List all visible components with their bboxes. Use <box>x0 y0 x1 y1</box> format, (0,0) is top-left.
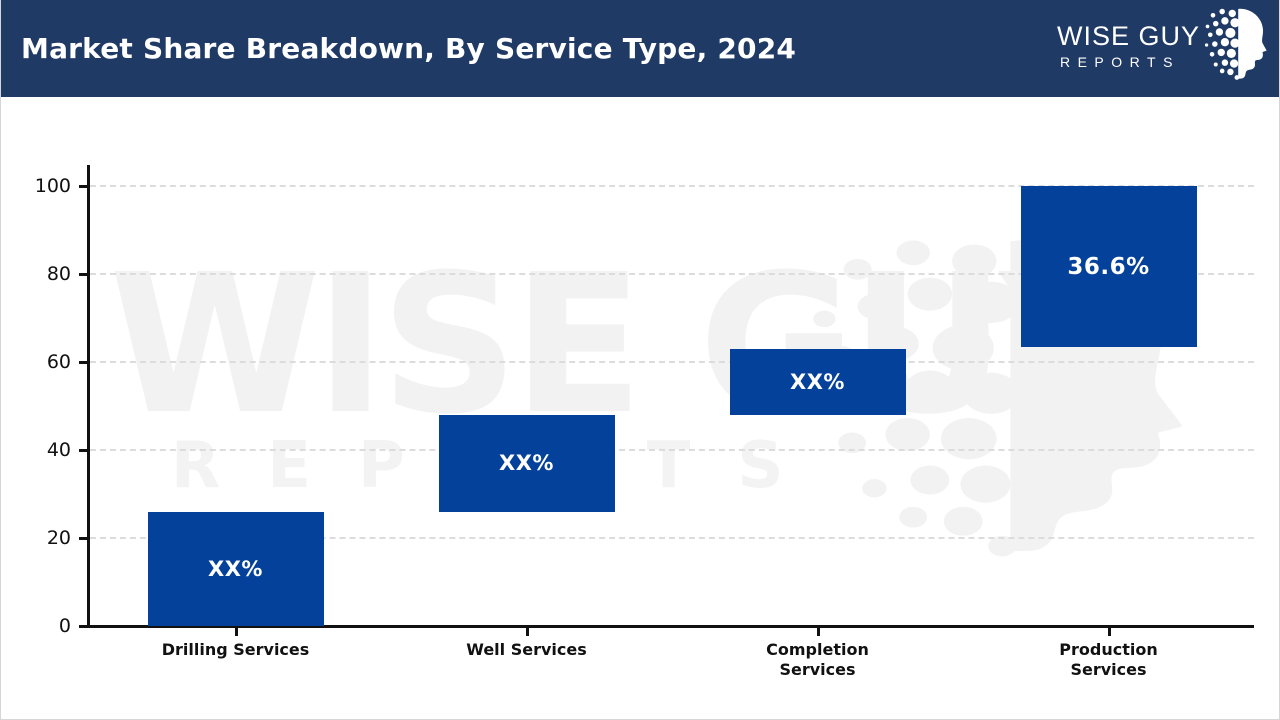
bar-value-label: XX% <box>499 451 554 476</box>
market-share-bar: XX% <box>147 511 324 626</box>
y-gridline <box>90 273 1254 275</box>
x-axis-category-label: Drilling Services <box>161 640 310 659</box>
y-axis-tick-label: 80 <box>46 263 71 285</box>
y-axis-tick <box>79 537 90 540</box>
y-gridline <box>90 361 1254 363</box>
x-axis-tick <box>1107 628 1111 636</box>
y-gridline <box>90 185 1254 187</box>
logo-brand-sub: REPORTS <box>1059 53 1180 70</box>
x-axis-tick <box>234 628 238 636</box>
y-gridline <box>90 537 1254 539</box>
wise-guy-reports-logo: WISE GUY REPORTS <box>1057 6 1268 84</box>
y-axis-tick-label: 100 <box>34 175 71 197</box>
y-axis-tick-label: 60 <box>46 351 71 373</box>
header-bar: Market Share Breakdown, By Service Type,… <box>1 0 1279 97</box>
market-share-bar: 36.6% <box>1020 186 1197 348</box>
market-share-bar: XX% <box>729 348 906 415</box>
y-axis-tick <box>79 625 90 628</box>
x-axis-category-label: Completion Services <box>766 640 869 679</box>
dotted-head-logo-icon <box>1202 6 1268 84</box>
logo-brand-name: WISE GUY <box>1056 20 1200 51</box>
y-axis-tick-label: 20 <box>46 527 71 549</box>
x-axis-category-label: Production Services <box>1059 640 1158 679</box>
y-axis-tick-label: 40 <box>46 439 71 461</box>
page-title: Market Share Breakdown, By Service Type,… <box>21 32 797 65</box>
y-axis-line <box>87 165 90 628</box>
x-axis-tick <box>816 628 820 636</box>
x-axis-tick <box>525 628 529 636</box>
y-axis-tick <box>79 449 90 452</box>
y-axis-tick-label: 0 <box>58 615 71 637</box>
bar-value-label: XX% <box>790 369 845 394</box>
x-axis-line <box>87 625 1254 628</box>
bar-value-label: 36.6% <box>1067 253 1150 280</box>
y-axis-tick <box>79 185 90 188</box>
y-gridline <box>90 449 1254 451</box>
y-axis-tick <box>79 273 90 276</box>
bar-value-label: XX% <box>208 556 263 581</box>
x-axis-category-label: Well Services <box>466 640 587 659</box>
market-share-bar: XX% <box>438 414 615 512</box>
y-axis-tick <box>79 361 90 364</box>
logo-wordmark: WISE GUY REPORTS <box>1057 21 1200 70</box>
